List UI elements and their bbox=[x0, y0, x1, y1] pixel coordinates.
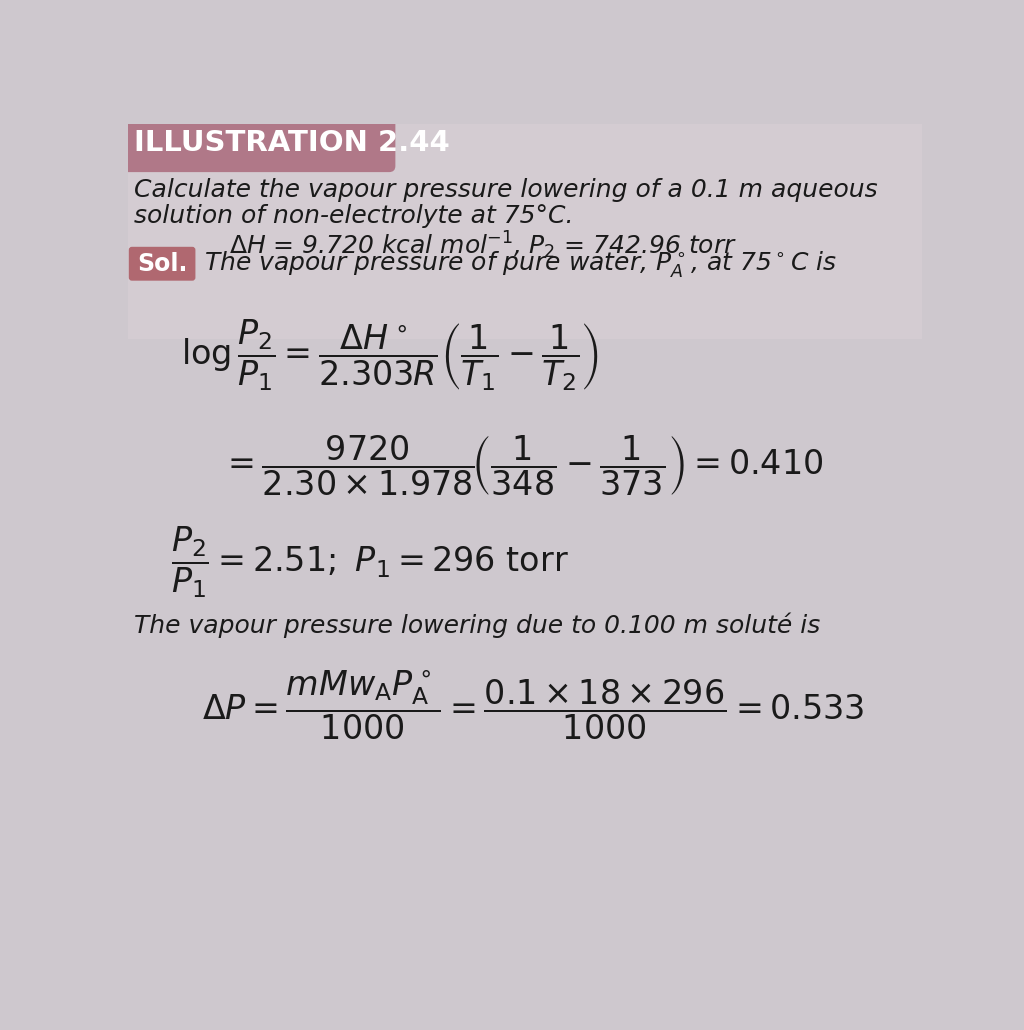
FancyBboxPatch shape bbox=[128, 124, 922, 339]
Text: $=\dfrac{9720}{2.30\times 1.978}\!\left(\dfrac{1}{348}-\dfrac{1}{373}\right)= 0.: $=\dfrac{9720}{2.30\times 1.978}\!\left(… bbox=[221, 434, 823, 499]
Text: solution of non-electrolyte at 75°C.: solution of non-electrolyte at 75°C. bbox=[134, 204, 573, 228]
Text: Sol.: Sol. bbox=[137, 251, 187, 276]
Text: The vapour pressure of pure water, $P_A^\circ$, at 75$^\circ$C is: The vapour pressure of pure water, $P_A^… bbox=[204, 248, 837, 279]
Text: ILLUSTRATION 2.44: ILLUSTRATION 2.44 bbox=[134, 129, 450, 157]
Text: $\Delta H$ = 9.720 kcal mol$^{-1}$, $P_2$ = 742.96 torr: $\Delta H$ = 9.720 kcal mol$^{-1}$, $P_2… bbox=[228, 230, 737, 262]
Text: Calculate the vapour pressure lowering of a 0.1 m aqueous: Calculate the vapour pressure lowering o… bbox=[134, 177, 878, 202]
Text: $\dfrac{P_2}{P_1} = 2.51;\ P_1 = 296\ \rm{torr}$: $\dfrac{P_2}{P_1} = 2.51;\ P_1 = 296\ \r… bbox=[171, 524, 568, 600]
FancyBboxPatch shape bbox=[129, 247, 196, 281]
Text: $\Delta P = \dfrac{mMw_{\rm A}P_{\rm A}^\circ}{1000} = \dfrac{0.1\times 18\times: $\Delta P = \dfrac{mMw_{\rm A}P_{\rm A}^… bbox=[202, 668, 864, 742]
Text: $\log\dfrac{P_2}{P_1} = \dfrac{\Delta H^\circ}{2.303R}\left(\dfrac{1}{T_1} - \df: $\log\dfrac{P_2}{P_1} = \dfrac{\Delta H^… bbox=[180, 316, 599, 392]
FancyBboxPatch shape bbox=[116, 113, 395, 172]
Text: The vapour pressure lowering due to 0.100 m soluté is: The vapour pressure lowering due to 0.10… bbox=[134, 613, 820, 638]
